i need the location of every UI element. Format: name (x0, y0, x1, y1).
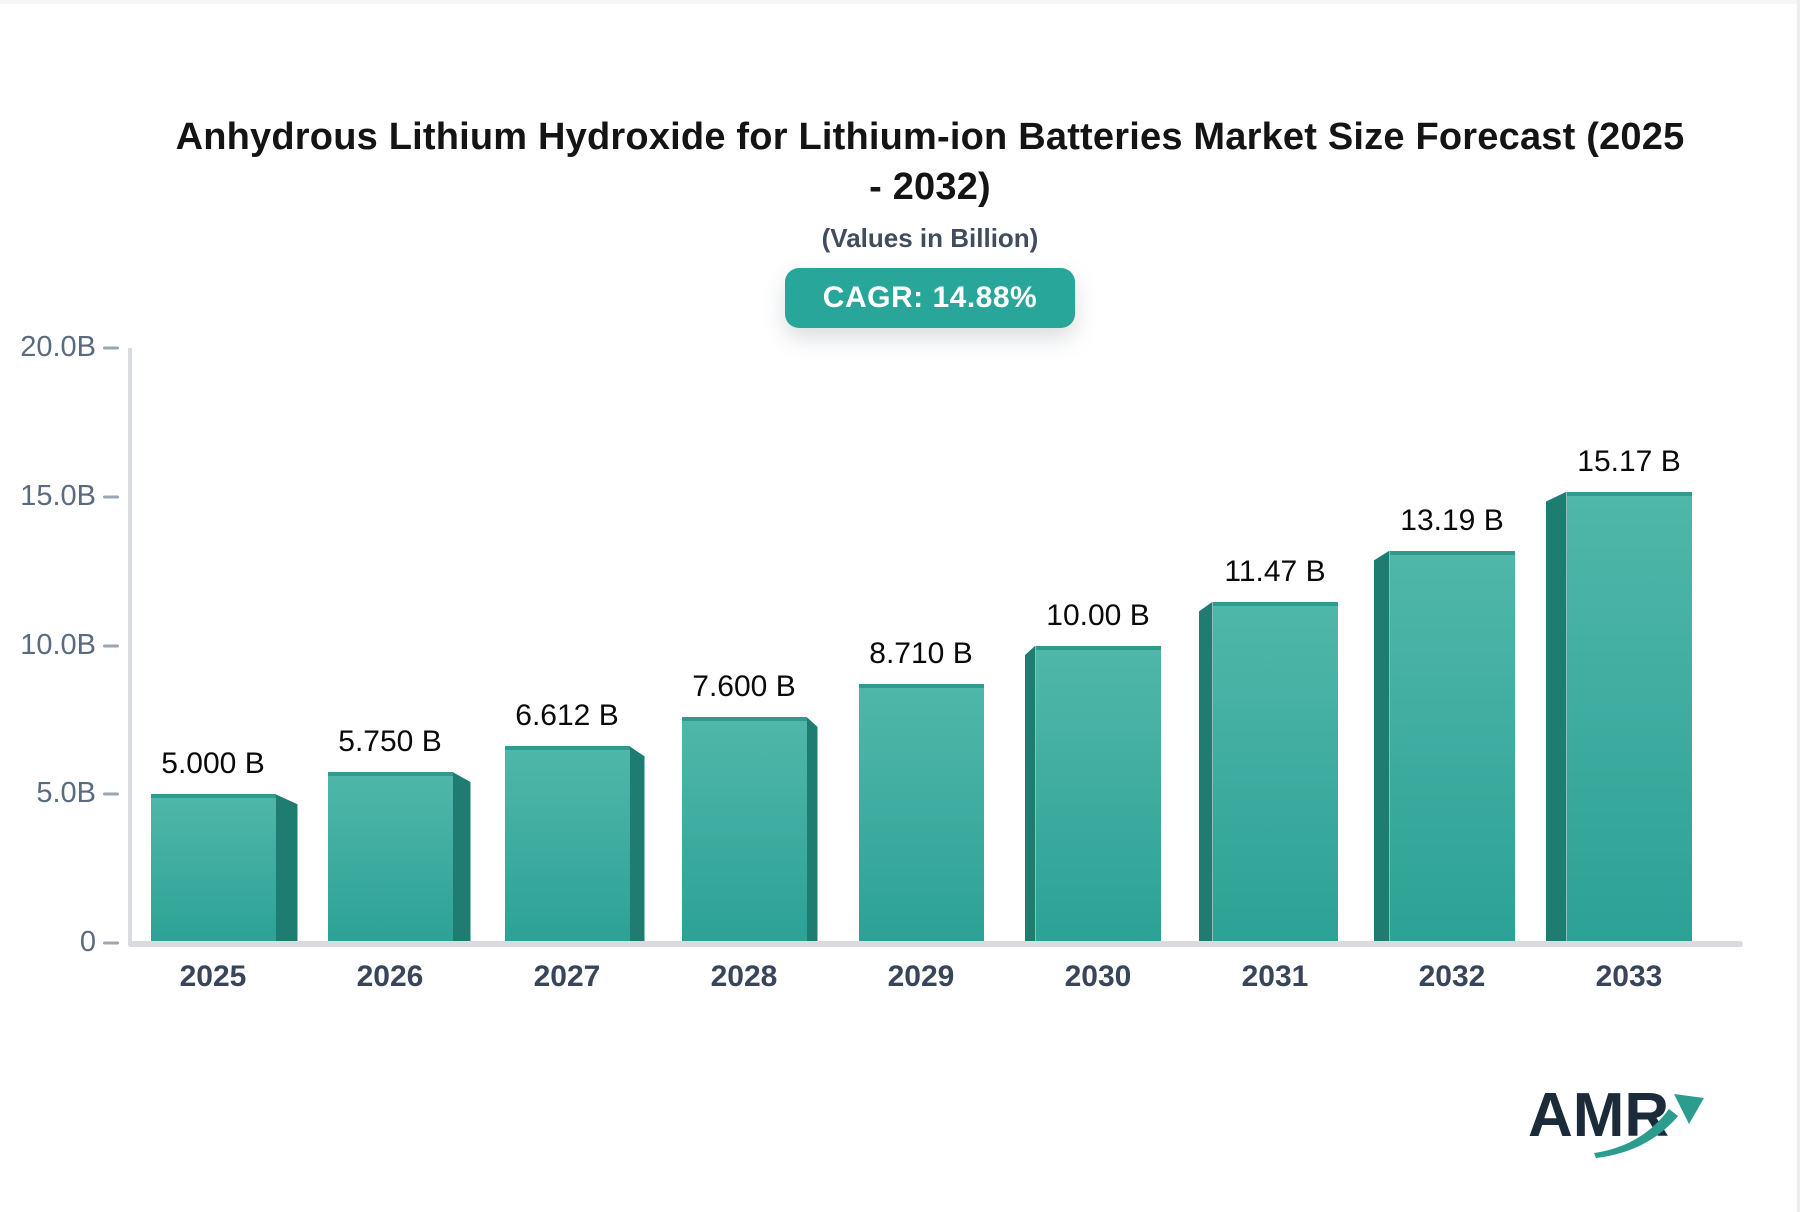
chart-title-line1: Anhydrous Lithium Hydroxide for Lithium-… (175, 116, 1685, 158)
top-border-strip (0, 0, 1800, 4)
y-axis-label-0: 0 (79, 925, 96, 958)
bar-value-label-2033: 15.17 B (1577, 444, 1681, 478)
bar-side-face-2026 (452, 771, 471, 945)
bar-top-edge-2031 (1212, 601, 1338, 606)
y-axis-label-10.0B: 10.0B (20, 628, 96, 661)
x-axis-label-2028: 2028 (710, 960, 778, 993)
bar-side-face-2027 (629, 746, 645, 945)
bar-side-face-2025 (275, 794, 298, 945)
x-axis-baseline (128, 941, 1743, 947)
bar-value-label-2027: 6.612 B (515, 699, 619, 733)
bar-top-edge-2029 (858, 683, 984, 688)
y-axis-tick-10.0B (103, 644, 119, 647)
bar-top-edge-2033 (1566, 491, 1692, 496)
bar-side-face-2032 (1373, 550, 1390, 945)
x-axis-label-2029: 2029 (887, 960, 955, 993)
amr-logo: AMR (1528, 1085, 1728, 1166)
bar-top-edge-2028 (681, 716, 807, 721)
x-axis-label-2027: 2027 (533, 960, 601, 993)
bar-2028 (681, 716, 807, 945)
bar-2033 (1566, 491, 1692, 945)
y-axis-label-5.0B: 5.0B (36, 777, 96, 810)
y-axis-label-20.0B: 20.0B (20, 330, 96, 363)
y-axis-tick-15.0B (103, 495, 119, 499)
y-axis-tick-20.0B (103, 346, 119, 350)
bar-value-label-2032: 13.19 B (1400, 503, 1504, 537)
right-border-strip (1797, 0, 1800, 1212)
bar-side-face-2031 (1198, 601, 1213, 945)
y-axis-tick-0 (103, 941, 119, 945)
bar-2030 (1035, 645, 1161, 945)
x-axis-label-2033: 2033 (1595, 960, 1663, 993)
x-axis-label-2026: 2026 (356, 960, 424, 993)
bar-2027 (504, 746, 630, 945)
bar-top-edge-2030 (1035, 645, 1161, 650)
y-axis-label-15.0B: 15.0B (20, 479, 96, 512)
chart-header: Anhydrous Lithium Hydroxide for Lithium-… (60, 112, 1800, 328)
bar-2025 (150, 794, 276, 945)
x-axis-label-2030: 2030 (1064, 960, 1132, 993)
bar-value-label-2025: 5.000 B (161, 747, 265, 781)
x-axis-label-2032: 2032 (1418, 960, 1486, 993)
chart-title-line2: - 2032) (869, 166, 991, 208)
bar-2026 (327, 771, 453, 945)
bar-side-face-2028 (806, 716, 818, 945)
bar-top-edge-2027 (504, 746, 630, 751)
bar-value-label-2030: 10.00 B (1046, 598, 1150, 632)
bar-side-face-2030 (1024, 645, 1036, 945)
y-axis-line (128, 348, 132, 945)
bar-2029 (858, 683, 984, 945)
bar-value-label-2031: 11.47 B (1224, 554, 1326, 588)
bar-2031 (1212, 601, 1338, 945)
y-axis-tick-5.0B (103, 792, 119, 796)
bar-value-label-2026: 5.750 B (338, 724, 442, 758)
bar-2032 (1389, 550, 1515, 945)
bar-top-edge-2025 (150, 794, 276, 799)
bar-value-label-2028: 7.600 B (692, 669, 796, 703)
bar-side-face-2033 (1545, 491, 1567, 945)
bar-top-edge-2026 (327, 771, 453, 776)
chart-subtitle: (Values in Billion) (821, 223, 1039, 253)
x-axis-label-2031: 2031 (1241, 960, 1309, 993)
bar-value-label-2029: 8.710 B (869, 636, 973, 670)
bar-top-edge-2032 (1389, 550, 1515, 555)
growth-arrow-icon (1594, 1094, 1704, 1158)
x-axis-label-2025: 2025 (179, 960, 247, 993)
cagr-badge: CAGR: 14.88% (784, 268, 1076, 328)
